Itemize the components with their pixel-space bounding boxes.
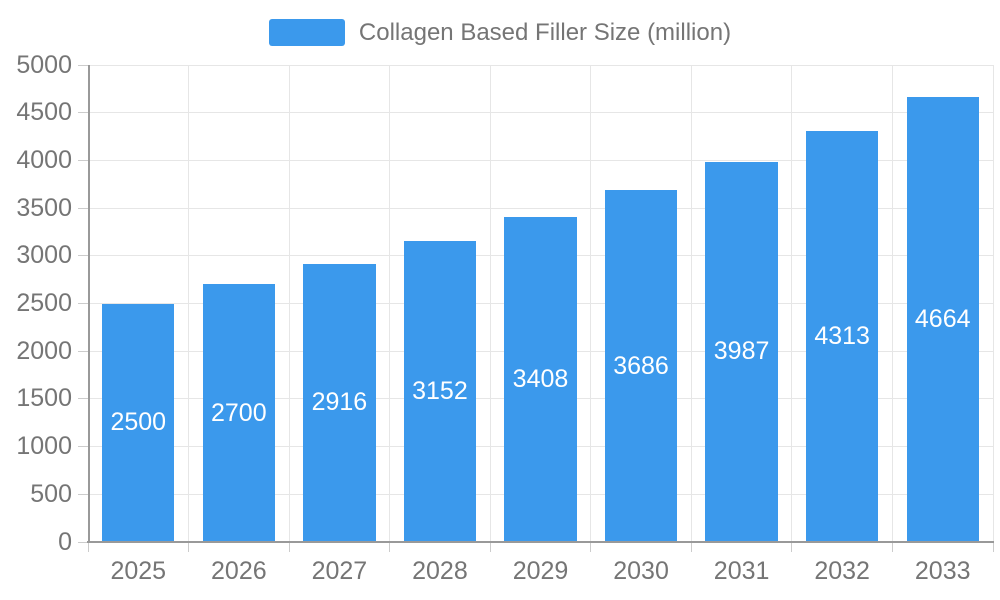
h-gridline bbox=[88, 159, 993, 161]
y-axis-tick-label: 500 bbox=[30, 479, 72, 508]
y-axis-tick bbox=[78, 303, 88, 304]
y-axis-tick bbox=[78, 350, 88, 352]
x-axis-tick-label: 2032 bbox=[814, 557, 870, 585]
bar[interactable]: 4313 bbox=[805, 130, 879, 542]
y-axis-tick bbox=[78, 446, 88, 448]
x-axis-tick-label: 2031 bbox=[713, 557, 770, 585]
v-gridline bbox=[690, 65, 692, 542]
y-axis-tick-label: 5000 bbox=[16, 50, 72, 79]
bar-value-label: 4313 bbox=[814, 321, 870, 350]
y-axis-tick bbox=[78, 159, 88, 161]
bar-value-label: 3686 bbox=[613, 351, 669, 380]
y-axis-tick-label: 1000 bbox=[16, 432, 72, 461]
y-axis-tick-label: 2000 bbox=[16, 336, 72, 365]
v-gridline bbox=[590, 65, 592, 542]
bar-value-label: 3152 bbox=[412, 377, 468, 406]
x-axis-tick bbox=[590, 542, 592, 552]
x-axis-tick bbox=[791, 542, 793, 552]
x-axis-tick-label: 2029 bbox=[512, 557, 569, 585]
legend-swatch bbox=[268, 19, 345, 46]
y-axis-tick bbox=[78, 207, 88, 209]
x-axis-tick-label: 2030 bbox=[613, 557, 669, 585]
h-gridline bbox=[88, 112, 993, 114]
bar[interactable]: 2916 bbox=[303, 263, 376, 542]
bar[interactable]: 2700 bbox=[202, 284, 276, 542]
x-axis-tick bbox=[891, 542, 893, 552]
bar-value-label: 2700 bbox=[211, 398, 267, 427]
bar[interactable]: 4664 bbox=[906, 97, 979, 542]
v-gridline bbox=[288, 65, 290, 542]
y-axis-tick bbox=[78, 112, 88, 114]
v-gridline bbox=[389, 65, 391, 542]
v-gridline bbox=[791, 65, 793, 542]
bar[interactable]: 3686 bbox=[604, 190, 678, 542]
y-axis-tick-label: 1500 bbox=[16, 384, 72, 413]
x-axis-tick bbox=[489, 542, 491, 552]
x-axis-tick-label: 2033 bbox=[914, 557, 971, 585]
bar-value-label: 2916 bbox=[311, 388, 368, 417]
v-gridline bbox=[891, 65, 893, 542]
y-axis-tick-label: 4500 bbox=[16, 98, 72, 127]
x-axis-tick bbox=[690, 542, 692, 552]
y-axis-tick-label: 0 bbox=[58, 527, 72, 556]
x-axis-tick-label: 2026 bbox=[211, 557, 267, 585]
bar-value-label: 2500 bbox=[110, 408, 167, 437]
legend[interactable]: Collagen Based Filler Size (million) bbox=[0, 19, 1000, 46]
y-axis-tick-label: 3000 bbox=[16, 241, 72, 270]
h-gridline bbox=[88, 207, 993, 209]
x-axis-line bbox=[87, 541, 994, 543]
x-axis-tick bbox=[992, 542, 994, 552]
y-axis-tick bbox=[78, 493, 88, 495]
y-axis-tick-label: 2500 bbox=[16, 289, 72, 317]
x-axis-tick bbox=[87, 542, 89, 552]
x-axis-tick-label: 2028 bbox=[412, 557, 468, 585]
y-axis-tick-label: 3500 bbox=[16, 193, 72, 222]
y-axis-tick bbox=[78, 541, 88, 543]
y-axis-tick-label: 4000 bbox=[16, 145, 72, 174]
legend-label: Collagen Based Filler Size (million) bbox=[358, 19, 732, 46]
x-axis-tick bbox=[288, 542, 290, 552]
bar-value-label: 4664 bbox=[914, 305, 971, 334]
bar[interactable]: 3408 bbox=[504, 216, 577, 542]
v-gridline bbox=[489, 65, 491, 542]
bar[interactable]: 2500 bbox=[102, 303, 175, 542]
bar-value-label: 3408 bbox=[512, 364, 569, 393]
y-axis-tick bbox=[78, 398, 88, 400]
bar[interactable]: 3152 bbox=[403, 241, 477, 542]
v-gridline bbox=[992, 65, 994, 542]
y-axis-tick bbox=[78, 255, 88, 257]
bar-value-label: 3987 bbox=[713, 337, 770, 366]
y-axis-line bbox=[88, 65, 90, 542]
y-axis-tick bbox=[78, 64, 88, 66]
bar[interactable]: 3987 bbox=[705, 161, 778, 542]
v-gridline bbox=[188, 65, 190, 542]
h-gridline bbox=[88, 64, 993, 66]
x-axis-tick-label: 2027 bbox=[311, 557, 368, 585]
x-axis-tick-label: 2025 bbox=[110, 557, 167, 585]
x-axis-tick bbox=[188, 542, 190, 552]
x-axis-tick bbox=[389, 542, 391, 552]
plot-area: 0 500 1000 1500 2000 2500 3000 3500 4000 4500 5000… bbox=[16, 52, 994, 584]
